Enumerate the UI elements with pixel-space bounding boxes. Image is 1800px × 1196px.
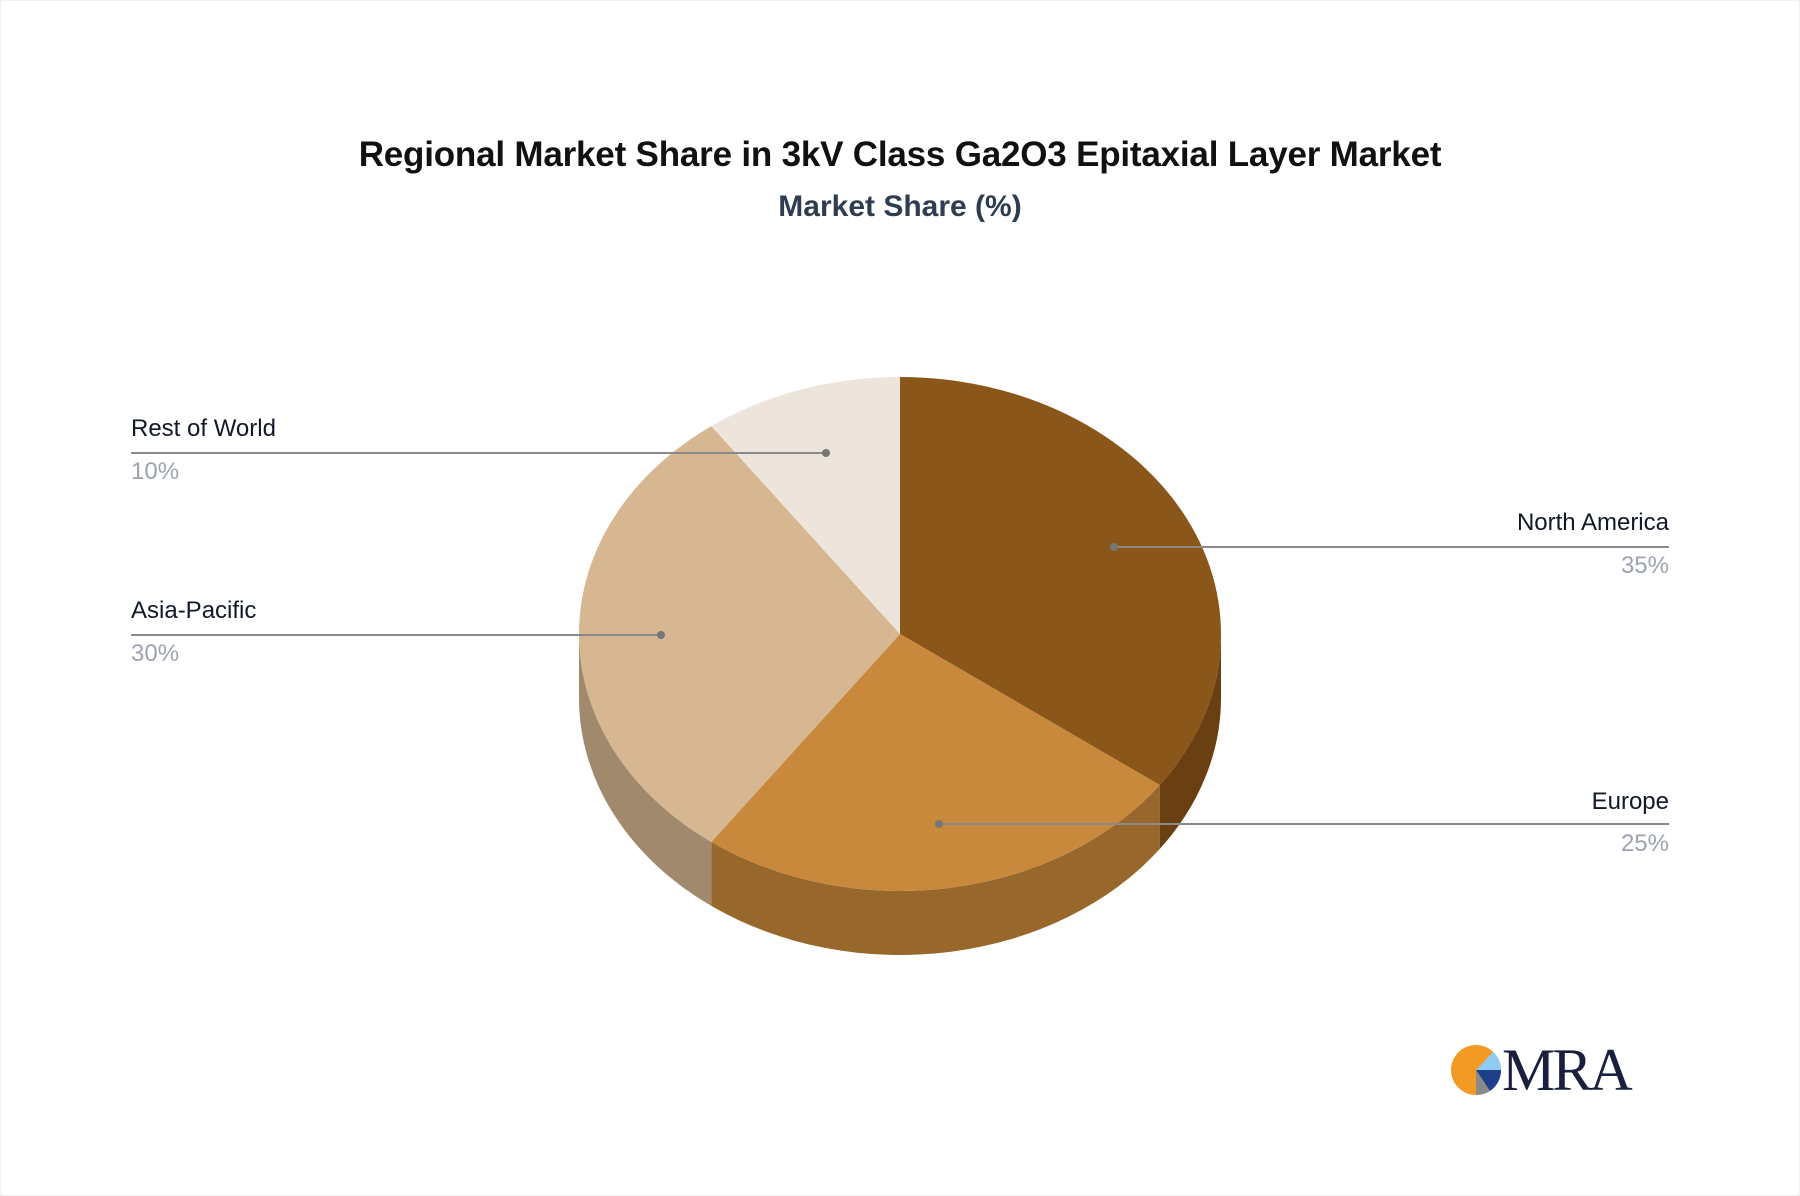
slice-side-north-america	[1159, 634, 1221, 850]
slice-europe[interactable]	[711, 634, 1160, 891]
leader-dot-asia-pacific	[657, 631, 665, 639]
leader-dot-north-america	[1110, 543, 1118, 551]
slice-asia-pacific[interactable]	[578, 426, 900, 842]
pie-logo-icon	[1451, 1045, 1502, 1096]
leader-dot-rest-of-world	[822, 449, 830, 457]
value-north-america: 35%	[1620, 552, 1669, 579]
slice-rest-of-world[interactable]	[711, 377, 900, 634]
chart-title: Regional Market Share in 3kV Class Ga2O3…	[358, 135, 1442, 174]
leader-dot-europe	[935, 820, 943, 828]
logo-text: MRA	[1502, 1037, 1633, 1103]
label-asia-pacific: Asia-Pacific	[131, 597, 257, 624]
slice-side-europe	[711, 785, 1160, 956]
label-north-america: North America	[1516, 509, 1669, 536]
chart-subtitle: Market Share (%)	[778, 190, 1022, 223]
leader-lines	[131, 449, 1669, 828]
slice-side-asia-pacific	[579, 634, 712, 906]
label-europe: Europe	[1591, 788, 1669, 815]
mra-logo: MRA	[1450, 1040, 1640, 1100]
pie-top	[578, 377, 1221, 891]
value-europe: 25%	[1620, 830, 1669, 857]
slice-north-america[interactable]	[900, 377, 1221, 786]
value-rest-of-world: 10%	[131, 458, 180, 485]
label-rest-of-world: Rest of World	[131, 415, 276, 442]
pie-sides	[579, 634, 1221, 956]
value-asia-pacific: 30%	[131, 640, 180, 667]
